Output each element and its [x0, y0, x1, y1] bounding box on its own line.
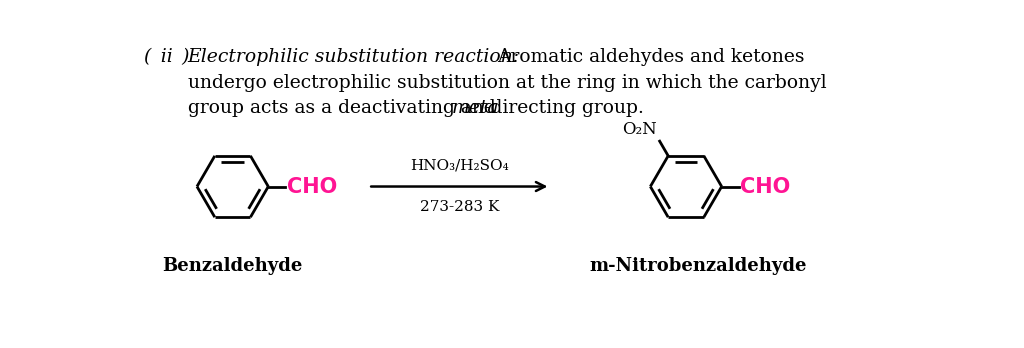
Text: group acts as a deactivating and: group acts as a deactivating and: [187, 100, 502, 117]
Text: Benzaldehyde: Benzaldehyde: [163, 258, 303, 275]
Text: -directing group.: -directing group.: [483, 100, 643, 117]
Text: HNO₃/H₂SO₄: HNO₃/H₂SO₄: [410, 159, 509, 173]
Text: O₂N: O₂N: [622, 121, 656, 138]
Text: Aromatic aldehydes and ketones: Aromatic aldehydes and ketones: [497, 48, 805, 66]
Text: Electrophilic substitution reaction:: Electrophilic substitution reaction:: [187, 48, 519, 66]
Text: m-Nitrobenzaldehyde: m-Nitrobenzaldehyde: [589, 258, 806, 275]
Text: 273-283 K: 273-283 K: [420, 200, 499, 214]
Text: meta: meta: [452, 100, 500, 117]
Text: ( ii ): ( ii ): [143, 48, 189, 66]
Text: CHO: CHO: [287, 176, 337, 197]
Text: undergo electrophilic substitution at the ring in which the carbonyl: undergo electrophilic substitution at th…: [187, 74, 826, 92]
Text: CHO: CHO: [740, 176, 791, 197]
